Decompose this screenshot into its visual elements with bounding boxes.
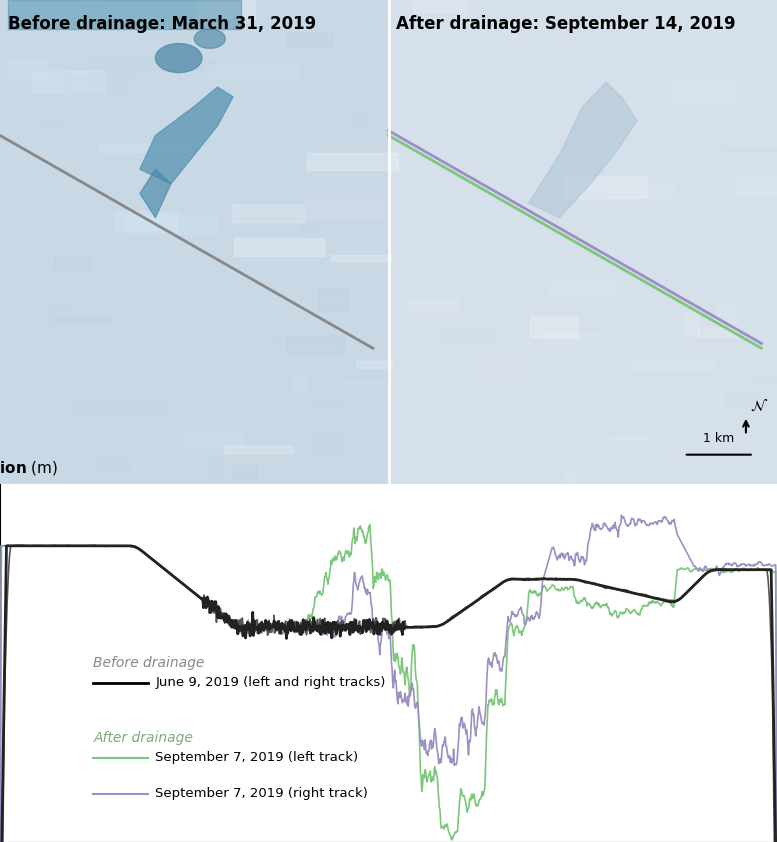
Text: $\mathbf{Elevation}$ (m): $\mathbf{Elevation}$ (m) [0, 459, 58, 477]
Bar [746, 78, 777, 85]
Text: September 7, 2019 (left track): September 7, 2019 (left track) [155, 751, 358, 765]
Bar [566, 470, 574, 482]
Bar [479, 360, 517, 374]
Bar [301, 226, 319, 231]
Circle shape [194, 29, 225, 48]
Bar [0, 0, 388, 483]
Bar [430, 365, 477, 377]
Bar [723, 147, 777, 152]
Bar [582, 176, 605, 200]
Bar [483, 0, 507, 1]
Text: After drainage: September 14, 2019: After drainage: September 14, 2019 [396, 14, 736, 33]
Bar [96, 456, 129, 472]
Bar [114, 210, 177, 230]
Text: September 7, 2019 (right track): September 7, 2019 (right track) [155, 787, 368, 800]
Bar [538, 333, 604, 340]
Bar [9, 59, 48, 80]
Bar [64, 78, 131, 93]
Bar [356, 361, 392, 368]
Bar [287, 33, 333, 47]
Bar [351, 109, 367, 126]
Bar [286, 336, 344, 354]
Bar [224, 446, 294, 454]
Bar [51, 317, 109, 321]
Bar [38, 121, 63, 131]
Bar [307, 152, 398, 170]
Bar [71, 71, 89, 88]
Bar [99, 144, 188, 152]
Bar [206, 65, 298, 77]
Bar [8, 0, 241, 29]
Bar [81, 6, 100, 17]
Bar [74, 398, 167, 414]
Bar [144, 28, 217, 41]
Bar [125, 215, 217, 232]
Bar [318, 288, 348, 312]
Bar [749, 373, 777, 380]
Text: $\mathcal{N}$: $\mathcal{N}$ [750, 398, 768, 413]
Bar [726, 392, 765, 408]
Bar [54, 256, 90, 270]
Bar [726, 188, 742, 200]
Text: Before drainage: Before drainage [93, 656, 204, 669]
Polygon shape [140, 169, 171, 218]
Bar [530, 317, 577, 338]
Bar [393, 93, 442, 99]
Bar [47, 225, 78, 227]
Bar [344, 381, 427, 384]
Bar [522, 179, 563, 189]
Bar [232, 205, 304, 222]
Bar [32, 71, 106, 93]
Bar [737, 175, 777, 195]
Bar [674, 81, 736, 102]
Bar [439, 328, 496, 340]
Bar [717, 304, 734, 325]
Bar [695, 65, 739, 69]
Bar [607, 179, 676, 198]
Bar [549, 281, 616, 297]
Text: After drainage: After drainage [93, 731, 193, 745]
Bar [409, 299, 458, 312]
Bar [183, 430, 244, 447]
Bar [611, 436, 647, 440]
Bar [413, 0, 467, 13]
Text: 1 km: 1 km [703, 432, 734, 445]
Circle shape [155, 44, 202, 72]
Text: June 9, 2019 (left and right tracks): June 9, 2019 (left and right tracks) [155, 676, 385, 689]
Bar [308, 432, 348, 455]
Bar [268, 335, 298, 345]
Bar [234, 238, 324, 255]
Bar [642, 436, 734, 448]
Bar [331, 255, 391, 261]
Bar [305, 195, 392, 218]
Bar [143, 62, 215, 71]
Text: Before drainage: March 31, 2019: Before drainage: March 31, 2019 [8, 14, 316, 33]
Bar [613, 133, 629, 147]
Bar [538, 86, 626, 107]
Bar [232, 466, 256, 479]
Bar [291, 374, 307, 389]
Bar [437, 309, 514, 317]
Bar [470, 141, 546, 157]
Bar [696, 328, 738, 337]
Bar [541, 263, 599, 276]
Bar [614, 91, 635, 93]
Bar [210, 459, 224, 481]
Bar [461, 267, 507, 282]
Bar [685, 313, 699, 336]
Bar [388, 0, 777, 483]
Bar [312, 401, 343, 404]
Polygon shape [528, 83, 637, 218]
Bar [633, 362, 715, 371]
Bar [601, 168, 654, 189]
Bar [43, 303, 70, 326]
Bar [196, 0, 256, 18]
Bar [87, 51, 157, 75]
Polygon shape [140, 87, 233, 184]
Bar [598, 19, 607, 27]
Bar [747, 333, 777, 344]
Bar [563, 176, 646, 198]
